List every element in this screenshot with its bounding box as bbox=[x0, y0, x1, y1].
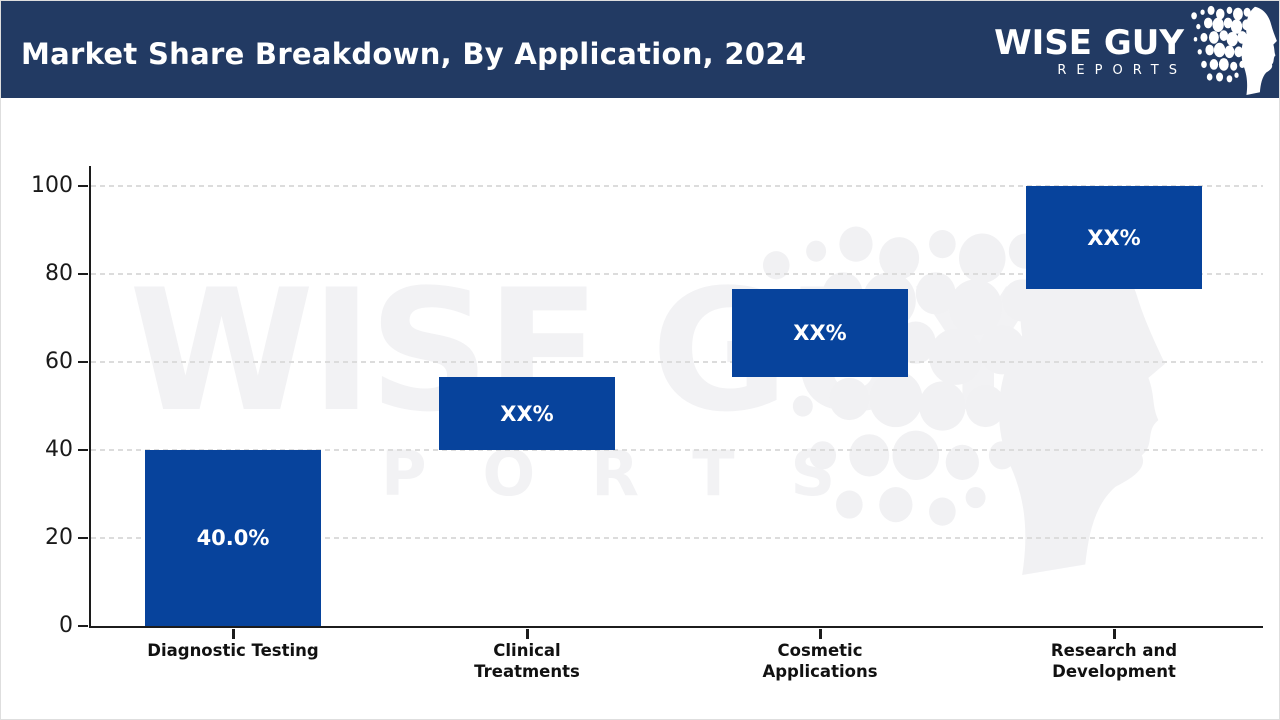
chart-title: Market Share Breakdown, By Application, … bbox=[21, 37, 807, 71]
y-tick-label: 80 bbox=[45, 261, 73, 286]
x-category-label: Cosmetic Applications bbox=[710, 640, 930, 682]
x-category-label: Clinical Treatments bbox=[417, 640, 637, 682]
x-category-label-line: Clinical bbox=[493, 641, 561, 660]
y-tick-label: 20 bbox=[45, 525, 73, 550]
y-axis-tick bbox=[78, 537, 88, 539]
x-category-label: Research and Development bbox=[1004, 640, 1224, 682]
brand-wordmark: WISE GUY bbox=[994, 23, 1184, 63]
y-gridline bbox=[91, 537, 1263, 539]
x-axis-tick bbox=[526, 628, 529, 639]
y-tick-label: 0 bbox=[59, 613, 73, 638]
x-category-label-line: Development bbox=[1052, 662, 1176, 681]
y-axis-tick bbox=[78, 449, 88, 451]
y-gridline bbox=[91, 273, 1263, 275]
waterfall-bar: XX% bbox=[732, 289, 908, 378]
y-tick-label: 40 bbox=[45, 437, 73, 462]
y-gridline bbox=[91, 185, 1263, 187]
bar-value-label: XX% bbox=[1087, 225, 1141, 250]
waterfall-bar: XX% bbox=[439, 377, 615, 450]
brand-logo: WISE GUY REPORTS bbox=[994, 1, 1279, 98]
y-gridline bbox=[91, 449, 1263, 451]
x-category-label: Diagnostic Testing bbox=[123, 640, 343, 661]
x-category-label-line: Applications bbox=[762, 662, 878, 681]
bar-value-label: 40.0% bbox=[196, 526, 270, 550]
plot-area: 0 20 40 60 80 100 40.0% Diagnostic Testing XX% Cl… bbox=[31, 166, 1263, 681]
header-band: Market Share Breakdown, By Application, … bbox=[1, 1, 1279, 98]
y-tick-label: 100 bbox=[31, 173, 73, 198]
dotted-head-profile-icon bbox=[1191, 5, 1277, 95]
x-axis-tick bbox=[1113, 628, 1116, 639]
y-axis-tick bbox=[78, 361, 88, 363]
y-tick-label: 60 bbox=[45, 349, 73, 374]
bar-value-label: XX% bbox=[500, 401, 554, 426]
waterfall-bar: XX% bbox=[1026, 186, 1202, 290]
x-axis-tick bbox=[819, 628, 822, 639]
bar-value-label: XX% bbox=[793, 321, 847, 346]
y-gridline bbox=[91, 361, 1263, 363]
waterfall-bar: 40.0% bbox=[145, 450, 321, 626]
y-axis-tick bbox=[78, 625, 88, 627]
y-axis-tick bbox=[78, 273, 88, 275]
x-axis-tick bbox=[232, 628, 235, 639]
x-category-label-line: Treatments bbox=[474, 662, 580, 681]
y-axis-tick bbox=[78, 185, 88, 187]
x-category-label-line: Cosmetic bbox=[777, 641, 863, 660]
brand-subtitle: REPORTS bbox=[1057, 63, 1187, 78]
x-category-label-line: Diagnostic Testing bbox=[147, 641, 319, 660]
x-category-label-line: Research and bbox=[1050, 641, 1178, 660]
